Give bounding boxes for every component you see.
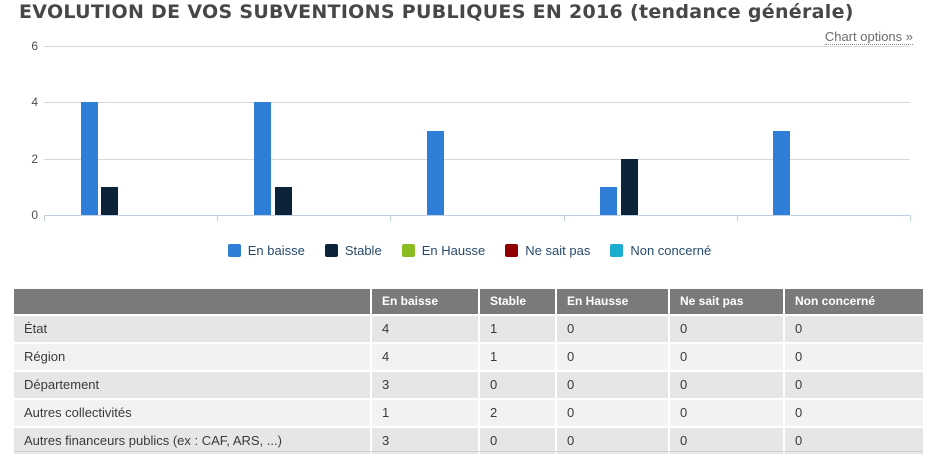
- x-axis-tick: [390, 216, 392, 221]
- table-cell: 0: [556, 315, 670, 344]
- bar: [600, 186, 618, 215]
- legend-item[interactable]: Ne sait pas: [505, 243, 590, 258]
- table-cell: 2: [479, 399, 557, 428]
- table-cell: 1: [479, 315, 557, 344]
- gridline: [44, 158, 910, 160]
- table-cell: 0: [556, 343, 670, 372]
- legend-swatch-icon: [505, 244, 519, 257]
- table-row: Département 3 0 0 0 0: [14, 371, 923, 400]
- legend-item-label: Stable: [344, 243, 382, 258]
- column-header: En baisse: [371, 289, 480, 316]
- table-cell: 3: [371, 427, 480, 456]
- bar: [426, 130, 444, 215]
- bar: [80, 102, 98, 215]
- legend-item[interactable]: Non concerné: [610, 243, 711, 258]
- row-label: État: [14, 315, 372, 344]
- table-cell: 0: [556, 427, 670, 456]
- bar: [773, 130, 791, 215]
- page-title: EVOLUTION DE VOS SUBVENTIONS PUBLIQUES E…: [19, 1, 854, 23]
- legend-swatch-icon: [324, 244, 338, 257]
- x-axis-tick: [563, 216, 565, 221]
- table-cell: 0: [669, 371, 785, 400]
- chart-options-link[interactable]: Chart options »: [824, 29, 913, 45]
- legend-swatch-icon: [610, 244, 624, 257]
- row-label: Autres collectivités: [14, 399, 372, 428]
- y-axis-label: 6: [31, 39, 38, 53]
- x-axis-tick: [736, 216, 738, 221]
- table-cell: 0: [479, 371, 557, 400]
- column-header: En Hausse: [556, 289, 670, 316]
- results-table: En baisse Stable En Hausse Ne sait pas Non c…: [14, 289, 923, 456]
- table-cell: 0: [784, 343, 923, 372]
- x-axis-tick: [910, 216, 911, 221]
- table-bottom-divider: [14, 451, 923, 452]
- legend-item[interactable]: Stable: [324, 243, 382, 258]
- y-axis-label: 4: [31, 95, 38, 110]
- legend-item-label: En Hausse: [421, 243, 486, 258]
- table-cell: 0: [669, 343, 785, 372]
- x-axis-line: [44, 215, 911, 216]
- table-cell: 4: [371, 315, 480, 344]
- table-cell: 0: [669, 315, 785, 344]
- legend-item-label: Ne sait pas: [525, 243, 591, 258]
- y-axis-label: 0: [31, 208, 38, 222]
- table-cell: 0: [556, 399, 670, 428]
- column-header: [14, 289, 372, 316]
- table-row: Autres collectivités 1 2 0 0 0: [14, 399, 923, 428]
- legend-item[interactable]: En baisse: [227, 243, 305, 258]
- legend-item-label: Non concerné: [630, 243, 712, 258]
- table-header-row: En baisse Stable En Hausse Ne sait pas Non c…: [14, 289, 923, 316]
- row-label: Région: [14, 343, 372, 372]
- bar-chart: 0 2 4 6: [31, 39, 911, 222]
- x-axis-tick: [44, 216, 45, 221]
- bar: [101, 186, 119, 215]
- table-cell: 1: [479, 343, 557, 372]
- column-header: Stable: [479, 289, 557, 316]
- legend-swatch-icon: [227, 244, 241, 257]
- table-cell: 0: [784, 371, 923, 400]
- table-cell: 0: [669, 399, 785, 428]
- table-cell: 3: [371, 371, 480, 400]
- gridline: [44, 102, 910, 104]
- table-row: Région 4 1 0 0 0: [14, 343, 923, 372]
- bar: [253, 102, 271, 215]
- column-header: Non concerné: [784, 289, 923, 316]
- legend-item[interactable]: En Hausse: [401, 243, 486, 258]
- table-cell: 1: [371, 399, 480, 428]
- table-cell: 4: [371, 343, 480, 372]
- table-cell: 0: [556, 371, 670, 400]
- bar: [620, 158, 638, 215]
- column-header: Ne sait pas: [669, 289, 785, 316]
- legend-swatch-icon: [401, 244, 415, 257]
- legend-item-label: En baisse: [247, 243, 305, 258]
- gridline: [44, 46, 910, 47]
- row-label: Département: [14, 371, 372, 400]
- table-cell: 0: [784, 399, 923, 428]
- chart-legend: En baisse Stable En Hausse Ne sait pas Non c…: [0, 243, 939, 258]
- bar: [274, 186, 292, 215]
- y-axis-label: 2: [31, 151, 38, 166]
- table-row: État 4 1 0 0 0: [14, 315, 923, 344]
- x-axis-tick: [217, 216, 219, 221]
- table-cell: 0: [784, 315, 923, 344]
